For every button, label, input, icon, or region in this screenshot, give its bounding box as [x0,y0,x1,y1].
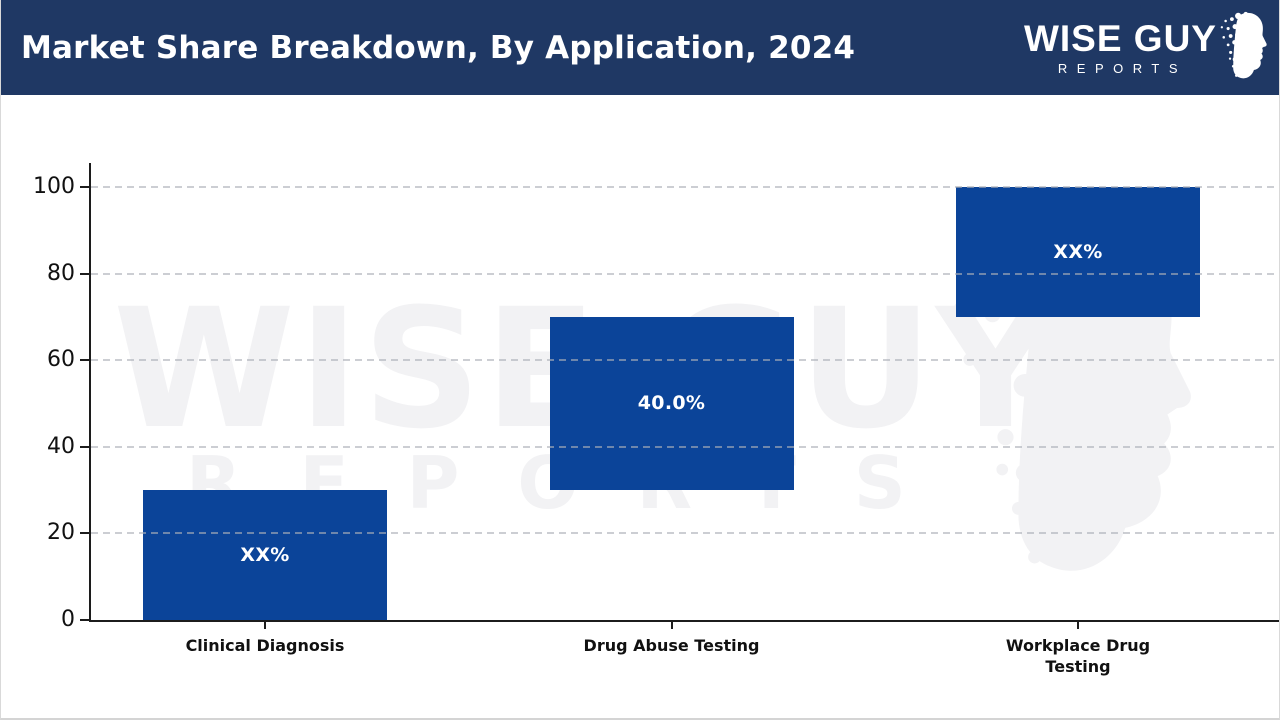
gridline-100 [91,186,1279,188]
x-axis-line [89,620,1279,622]
brand-subtitle: REPORTS [1057,60,1188,76]
brand-logo-text: WISE GUY REPORTS [1024,20,1217,76]
gridline-40 [91,445,1279,448]
y-axis-line [89,163,91,622]
gridline-80 [91,272,1279,275]
brand-logo: WISE GUY REPORTS [1024,8,1269,88]
gridline-60 [91,359,1279,362]
brand-name: WISE GUY [1023,17,1217,59]
bar-value-label: 40.0% [637,392,706,415]
bar-value-label: XX% [1053,240,1103,263]
x-axis-label-clinical-diagnosis: Clinical Diagnosis [185,636,345,655]
y-tick-mark [80,619,89,621]
bar-clinical-diagnosis: XX% [143,490,387,620]
y-tick-label: 40 [47,433,75,459]
y-tick-label: 60 [47,347,75,373]
x-tick-mark [1077,622,1079,629]
y-tick-mark [80,186,89,188]
y-tick-mark [80,445,89,448]
x-axis-label-workplace-drug: Workplace Drug Testing [1005,636,1151,676]
x-tick-mark [264,622,266,629]
bar-value-label: XX% [240,544,290,567]
x-tick-mark [670,622,673,629]
y-tick-label: 0 [61,607,75,632]
y-tick-mark [80,359,89,362]
bar-drug-abuse-testing: 40.0% [549,316,794,491]
y-tick-mark [80,532,89,535]
page-title: Market Share Breakdown, By Application, … [21,29,856,66]
gridline-20 [91,532,1279,535]
x-axis-label-drug-abuse-testing: Drug Abuse Testing [583,636,760,655]
bar-workplace-drug-testing: XX% [956,187,1200,317]
y-tick-label: 20 [47,520,75,546]
y-tick-label: 80 [47,260,75,286]
y-tick-mark [80,272,89,275]
header: Market Share Breakdown, By Application, … [1,0,1279,95]
y-tick-label: 100 [33,174,75,199]
